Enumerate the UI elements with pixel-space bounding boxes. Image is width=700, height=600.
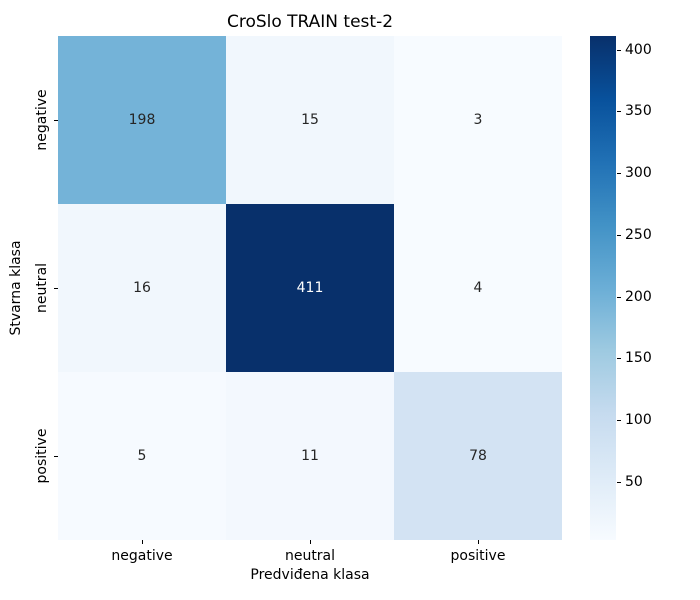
heatmap-cell-value: 16	[133, 280, 151, 296]
colorbar-tick-label: 100	[625, 412, 652, 429]
heatmap-cell-value: 4	[473, 280, 483, 296]
y-tick-label: neutral	[34, 262, 50, 314]
heatmap-cell: 411	[226, 204, 394, 372]
x-tick-label: neutral	[284, 548, 336, 564]
heatmap-cell: 78	[394, 372, 562, 540]
colorbar-tick-mark	[617, 173, 621, 175]
heatmap-cell: 11	[226, 372, 394, 540]
colorbar-gradient	[590, 36, 616, 540]
colorbar-tick-mark	[617, 420, 621, 422]
y-tick-mark	[54, 288, 58, 289]
x-tick-mark	[478, 540, 479, 544]
x-tick-mark	[142, 540, 143, 544]
heatmap-cell-value: 15	[301, 112, 319, 128]
heatmap-cell-value: 5	[137, 448, 147, 464]
heatmap-cell: 198	[58, 36, 226, 204]
colorbar-tick-mark	[617, 358, 621, 360]
x-tick-mark	[310, 540, 311, 544]
colorbar-tick-label: 400	[625, 41, 652, 58]
heatmap-cell-value: 411	[296, 280, 324, 296]
x-axis-label: Predviđena klasa	[250, 567, 370, 583]
heatmap-cell-value: 3	[473, 112, 483, 128]
chart-title: CroSlo TRAIN test-2	[226, 12, 394, 32]
colorbar-tick-label: 50	[625, 473, 643, 490]
x-tick-label: negative	[111, 548, 173, 564]
colorbar-tick-label: 200	[625, 288, 652, 305]
heatmap-cell: 4	[394, 204, 562, 372]
y-axis-label: Stvarna klasa	[8, 240, 24, 336]
colorbar-tick-label: 350	[625, 103, 652, 120]
y-tick-label: negative	[34, 89, 50, 151]
heatmap-cell: 5	[58, 372, 226, 540]
heatmap-grid: 198 15 3 16 411 4 5 11 78	[58, 36, 562, 540]
heatmap-cell: 3	[394, 36, 562, 204]
colorbar-tick-mark	[617, 481, 621, 483]
heatmap-cell-value: 11	[301, 448, 319, 464]
colorbar-tick-mark	[617, 49, 621, 51]
colorbar-tick-label: 250	[625, 226, 652, 243]
colorbar-tick-label: 150	[625, 350, 652, 367]
heatmap-cell-value: 198	[128, 112, 156, 128]
y-tick-mark	[54, 120, 58, 121]
y-tick-label: positive	[34, 428, 50, 484]
colorbar-tick-mark	[617, 296, 621, 298]
heatmap-cell-value: 78	[469, 448, 487, 464]
colorbar-tick-mark	[617, 111, 621, 113]
x-tick-label: positive	[450, 548, 506, 564]
colorbar-tick-label: 300	[625, 165, 652, 182]
heatmap-cell: 16	[58, 204, 226, 372]
y-tick-mark	[54, 456, 58, 457]
heatmap-cell: 15	[226, 36, 394, 204]
colorbar-tick-mark	[617, 234, 621, 236]
